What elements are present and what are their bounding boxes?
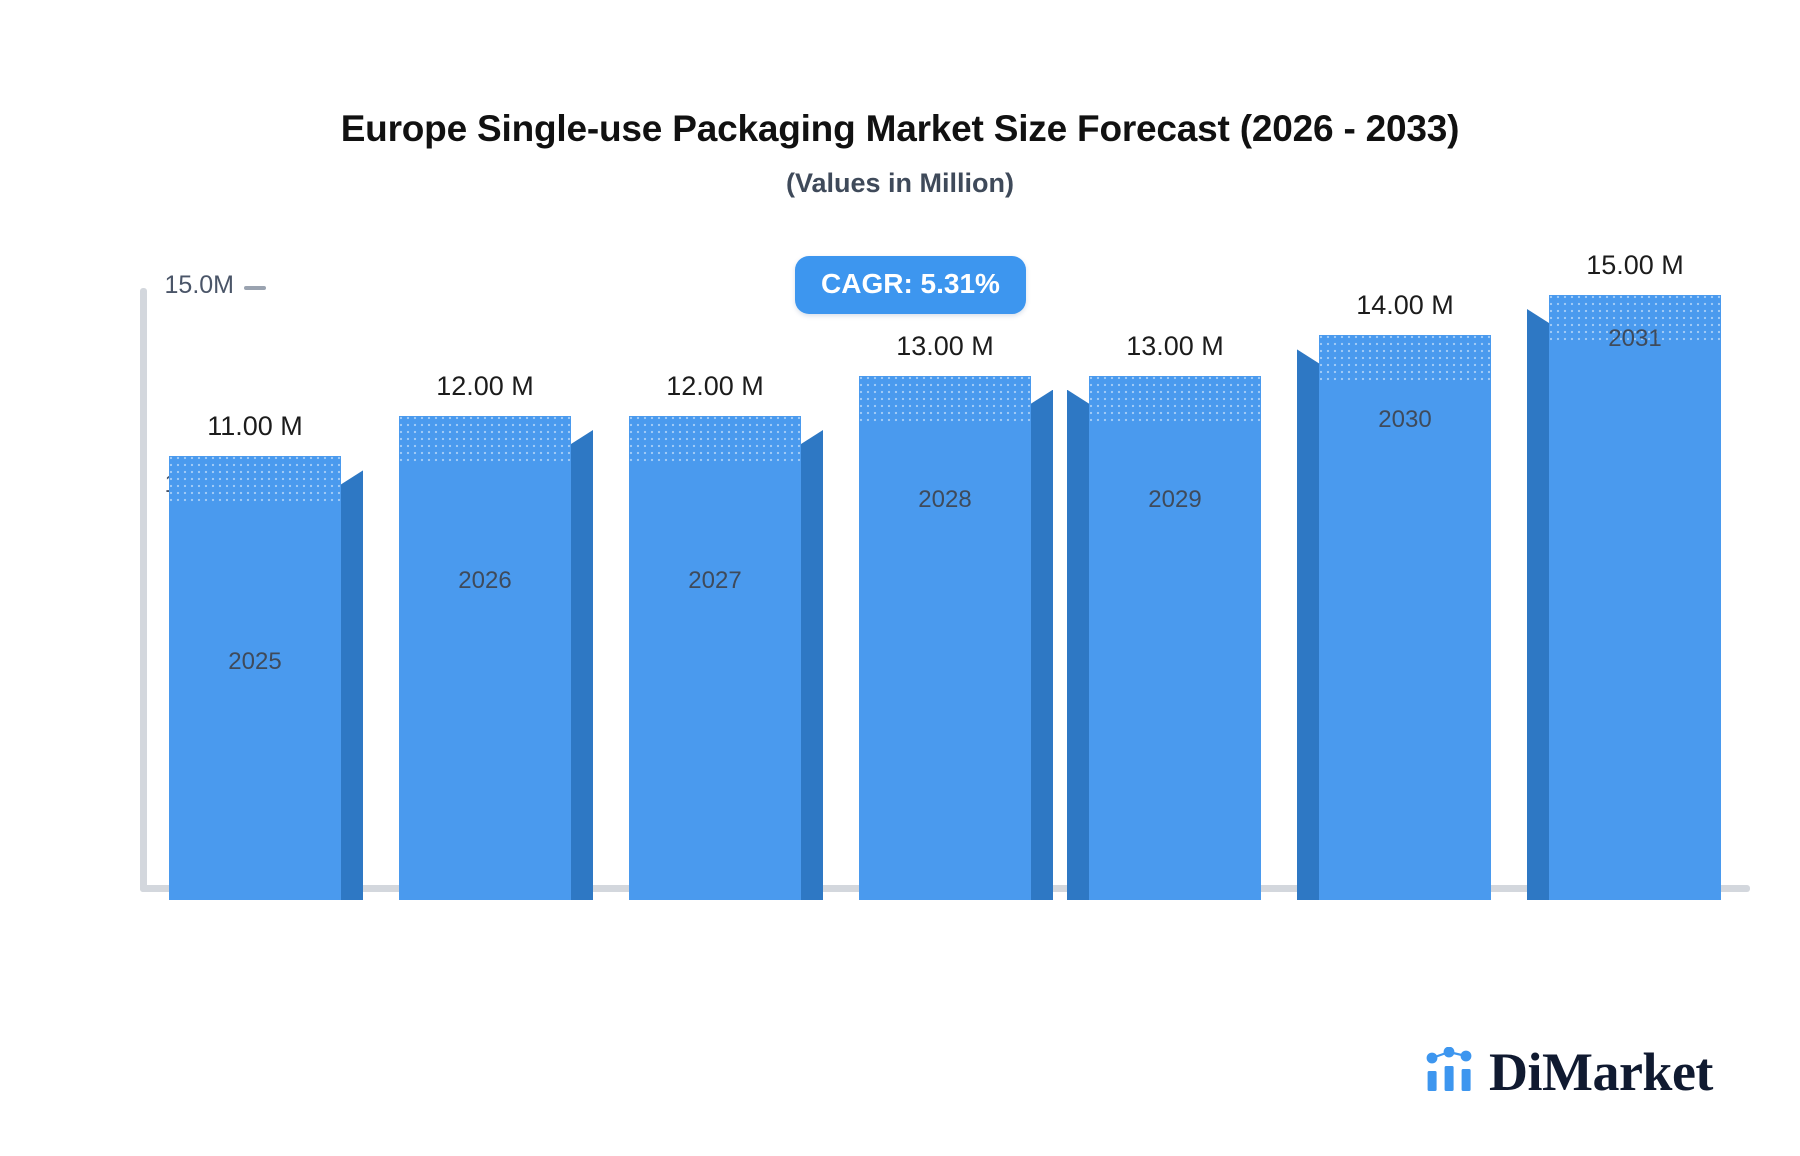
bar-side-face (1297, 349, 1319, 900)
y-tick-dash-15 (244, 286, 266, 290)
bar-2026[interactable]: 12.00 M 2026 (399, 371, 593, 900)
cagr-badge: CAGR: 5.31% (795, 256, 1026, 314)
x-tick-label-2027: 2027 (688, 567, 742, 594)
chart-subtitle: (Values in Million) (785, 168, 1015, 198)
bar-front-face (1549, 295, 1721, 900)
chart-title: Europe Single-use Packaging Market Size … (340, 108, 1460, 149)
bar-2030[interactable]: 14.00 M 2030 (1297, 290, 1491, 900)
bar-value-label-2027: 12.00 M (666, 371, 764, 401)
bar-value-label-2025: 11.00 M (207, 411, 303, 442)
bar-front-face (629, 416, 801, 900)
bar-value-label-2031: 15.00 M (1586, 250, 1684, 280)
bar-value-label-2026: 12.00 M (436, 371, 534, 401)
bar-side-face (571, 430, 593, 900)
x-tick-label-2028: 2028 (918, 486, 972, 514)
x-tick-label-2031: 2031 (1608, 325, 1662, 352)
bar-front-face (1089, 375, 1261, 900)
bar-value-label-2028: 13.00 M (896, 330, 994, 361)
bar-2029[interactable]: 13.00 M 2029 (1067, 331, 1261, 900)
x-tick-label-2030: 2030 (1378, 405, 1432, 433)
brand-logo: DiMarket (1425, 1045, 1713, 1099)
bar-front-face (169, 456, 341, 900)
bar-chart-dots-icon (1425, 1046, 1475, 1098)
x-tick-label-2025: 2025 (228, 647, 282, 675)
bar-2031[interactable]: 15.00 M 2031 (1527, 250, 1721, 900)
x-tick-label-2029: 2029 (1148, 486, 1202, 514)
bar-front-face (1319, 335, 1491, 900)
x-tick-label-2026: 2026 (458, 567, 512, 594)
bar-2027[interactable]: 12.00 M 2027 (629, 371, 823, 900)
bar-side-face (1031, 389, 1053, 900)
bar-side-face (801, 430, 823, 900)
bar-side-face (341, 470, 363, 900)
bar-2025[interactable]: 11.00 M 2025 (169, 411, 363, 900)
bar-side-face (1527, 309, 1549, 900)
y-axis-line (140, 288, 147, 892)
bar-value-label-2029: 13.00 M (1126, 330, 1224, 361)
bar-front-face (399, 416, 571, 900)
bar-value-label-2030: 14.00 M (1356, 290, 1454, 321)
y-tick-label-15: 15.0M (164, 271, 234, 299)
bar-2028[interactable]: 13.00 M 2028 (859, 331, 1053, 900)
bar-side-face (1067, 389, 1089, 900)
logo-text: DiMarket (1489, 1042, 1713, 1102)
bar-front-face (859, 375, 1031, 900)
